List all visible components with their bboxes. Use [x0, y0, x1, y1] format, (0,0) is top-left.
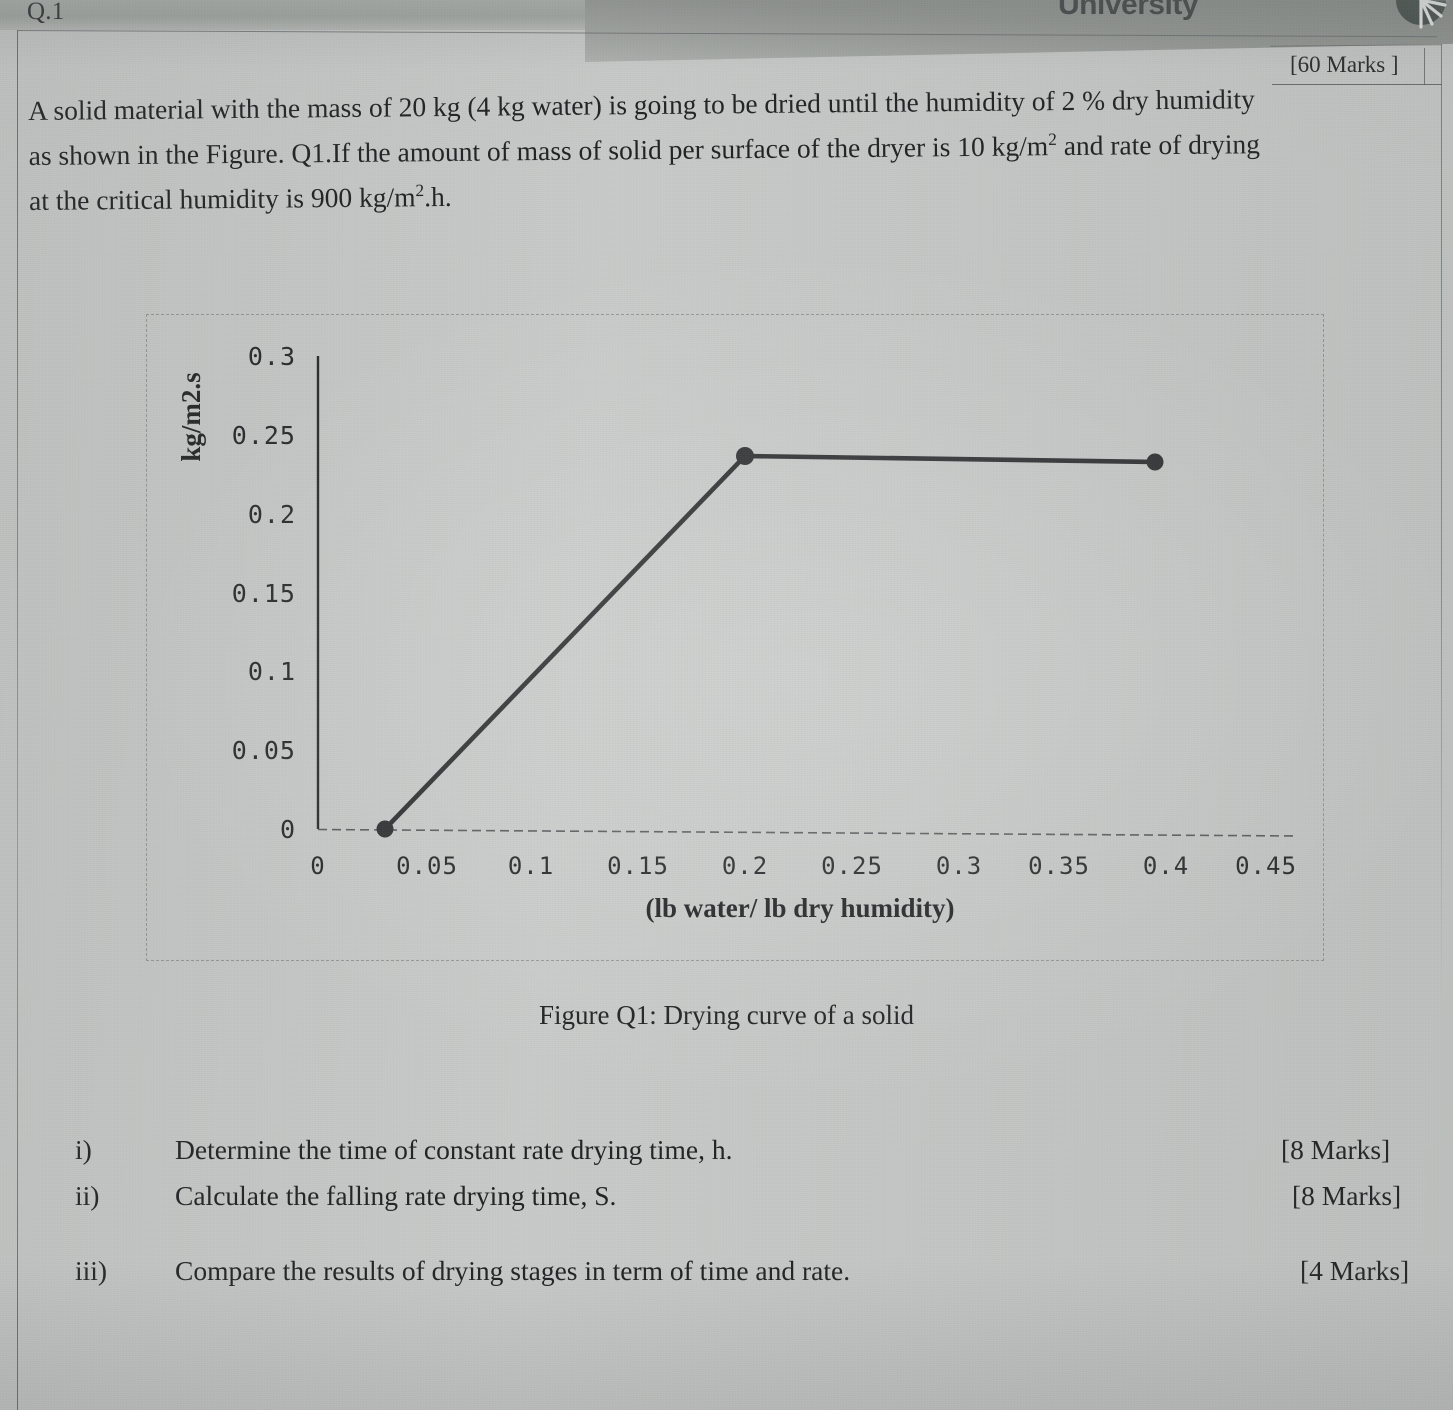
x-tick-label: 0.2 — [721, 852, 769, 880]
sub-question-i-number: i) — [75, 1134, 92, 1165]
sub-question-i-text: Determine the time of constant rate dryi… — [175, 1134, 733, 1165]
sub-question-iii-text: Compare the results of drying stages in … — [175, 1255, 851, 1286]
sub-question-ii-marks: [8 Marks] — [1292, 1180, 1402, 1211]
x-tick-label: 0.15 — [607, 852, 669, 880]
sub-question-iii-number: iii) — [75, 1255, 108, 1286]
data-point-marker-equilibrium — [376, 820, 394, 838]
total-marks-label: [60 Marks ] — [1290, 52, 1399, 77]
x-tick-label: 0 — [310, 852, 326, 880]
x-tick-label: 0.3 — [935, 852, 983, 880]
y-tick-label: 0.1 — [247, 657, 296, 686]
x-tick-label: 0.4 — [1142, 852, 1190, 880]
x-tick-label: 0.35 — [1028, 852, 1090, 880]
university-seal-logo-icon — [1392, 0, 1450, 32]
y-tick-label: 0 — [279, 815, 296, 844]
sub-question-ii-number: ii) — [75, 1180, 100, 1211]
x-tick-label: 0.25 — [821, 852, 883, 880]
page-right-margin-rule — [1441, 0, 1442, 1000]
data-point-marker-critical — [736, 447, 754, 465]
y-tick-label: 0.05 — [231, 736, 296, 765]
x-tick-label: 0.05 — [396, 852, 458, 880]
question-number-label: Q.1 — [27, 0, 65, 25]
y-tick-label: 0.15 — [231, 579, 296, 608]
page-left-margin-rule — [17, 0, 18, 1410]
figure-caption: Figure Q1: Drying curve of a solid — [539, 1000, 914, 1030]
marks-box-side-rule — [1424, 48, 1425, 85]
y-tick-label: 0.3 — [247, 342, 296, 371]
chart-border-frame — [146, 314, 1324, 961]
sub-question-iii-marks: [4 Marks] — [1300, 1255, 1410, 1286]
data-point-marker-free-moisture — [1146, 453, 1164, 471]
x-tick-label: 0.45 — [1235, 852, 1297, 880]
y-tick-label: 0.25 — [231, 421, 296, 450]
marks-box-bottom-rule — [1272, 84, 1442, 85]
drying-rate-curve — [382, 453, 1158, 832]
chart-x-axis-title: (lb water/ lb dry humidity) — [645, 893, 955, 923]
sub-question-ii-text: Calculate the falling rate drying time, … — [175, 1180, 617, 1211]
university-name-text: University — [1058, 0, 1199, 21]
y-tick-label: 0.2 — [247, 500, 296, 529]
sub-question-i-marks: [8 Marks] — [1281, 1134, 1391, 1165]
chart-x-axis-line — [317, 828, 1298, 837]
x-tick-label: 0.1 — [507, 852, 555, 880]
